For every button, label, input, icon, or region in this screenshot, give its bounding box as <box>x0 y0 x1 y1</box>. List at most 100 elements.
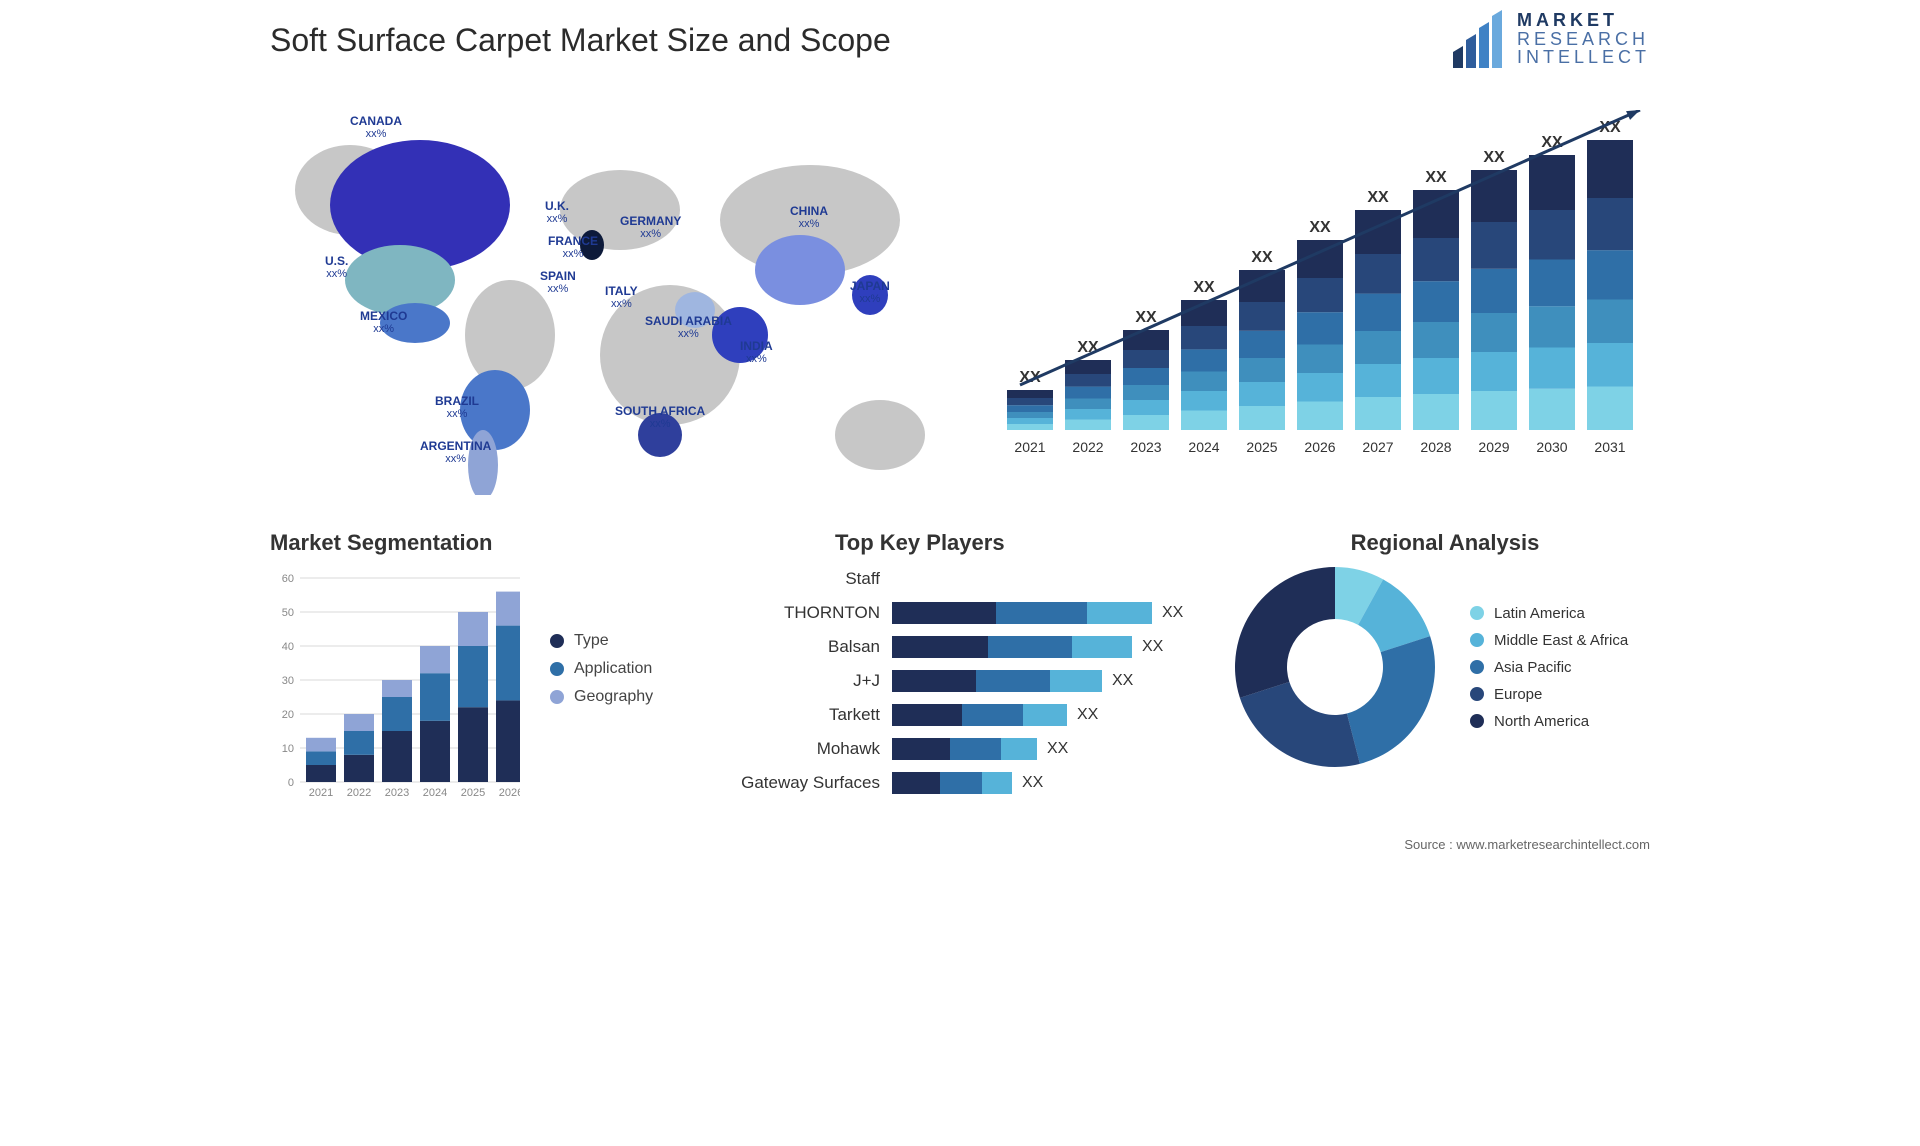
key-players-title: Top Key Players <box>835 530 1200 556</box>
segmentation-title: Market Segmentation <box>270 530 690 556</box>
map-label: INDIAxx% <box>740 340 773 365</box>
svg-text:2021: 2021 <box>1014 439 1045 455</box>
map-label: CANADAxx% <box>350 115 402 140</box>
key-player-name: J+J <box>720 671 892 691</box>
key-player-row: Mohawk XX <box>720 732 1200 766</box>
segmentation-legend: Type Application Geography <box>550 622 653 716</box>
key-player-row: Tarkett XX <box>720 698 1200 732</box>
svg-text:2023: 2023 <box>385 787 409 799</box>
key-players-panel: Top Key Players StaffTHORNTONXXBalsanXXJ… <box>720 530 1200 800</box>
key-player-name: Tarkett <box>720 705 892 725</box>
svg-text:XX: XX <box>1367 189 1389 206</box>
logo-line2: RESEARCH <box>1517 30 1650 49</box>
key-player-name: THORNTON <box>720 603 892 623</box>
svg-text:XX: XX <box>1251 249 1273 266</box>
key-player-bar <box>892 704 1067 726</box>
svg-text:2025: 2025 <box>461 787 485 799</box>
legend-item: Latin America <box>1470 605 1628 622</box>
key-player-row: J+J XX <box>720 664 1200 698</box>
world-map-panel: CANADAxx% U.S.xx% MEXICOxx% BRAZILxx% ARGENT… <box>270 95 970 495</box>
infographic-page: Soft Surface Carpet Market Size and Scop… <box>240 0 1680 860</box>
legend-item: North America <box>1470 713 1628 730</box>
key-player-bar <box>892 670 1102 692</box>
svg-text:2027: 2027 <box>1362 439 1393 455</box>
map-label: U.S.xx% <box>325 255 348 280</box>
brand-logo: MARKET RESEARCH INTELLECT <box>1447 10 1650 68</box>
key-player-value: XX <box>1162 604 1183 622</box>
map-label: FRANCExx% <box>548 235 598 260</box>
svg-text:10: 10 <box>282 743 294 755</box>
map-label: JAPANxx% <box>850 280 890 305</box>
svg-text:2021: 2021 <box>309 787 333 799</box>
key-player-value: XX <box>1047 740 1068 758</box>
svg-text:2022: 2022 <box>1072 439 1103 455</box>
key-player-bar <box>892 738 1037 760</box>
map-label: U.K.xx% <box>545 200 569 225</box>
svg-text:XX: XX <box>1425 169 1447 186</box>
svg-text:2028: 2028 <box>1420 439 1451 455</box>
segmentation-chart: 0 10 20 30 40 50 60 2021 2022 2023 2024 2025 2026 <box>270 562 520 812</box>
key-player-bar <box>892 602 1152 624</box>
svg-text:2029: 2029 <box>1478 439 1509 455</box>
logo-line1: MARKET <box>1517 11 1650 30</box>
svg-text:2022: 2022 <box>347 787 371 799</box>
legend-item: Middle East & Africa <box>1470 632 1628 649</box>
map-label: SOUTH AFRICAxx% <box>615 405 705 430</box>
svg-text:2024: 2024 <box>1188 439 1219 455</box>
map-label: SPAINxx% <box>540 270 576 295</box>
key-player-value: XX <box>1077 706 1098 724</box>
legend-item: Type <box>550 632 653 650</box>
map-label: CHINAxx% <box>790 205 828 230</box>
svg-text:2031: 2031 <box>1594 439 1625 455</box>
key-player-name: Mohawk <box>720 739 892 759</box>
logo-line3: INTELLECT <box>1517 48 1650 67</box>
svg-text:2024: 2024 <box>423 787 447 799</box>
segmentation-panel: Market Segmentation 0 10 20 30 40 50 60 2021 202… <box>270 530 690 817</box>
growth-chart: XX 2021 XX 2022 XX 2023 XX 2024 XX 2025 XX 2026 XX 20… <box>990 110 1650 480</box>
map-label: ARGENTINAxx% <box>420 440 491 465</box>
legend-item: Asia Pacific <box>1470 659 1628 676</box>
key-player-value: XX <box>1112 672 1133 690</box>
map-label: GERMANYxx% <box>620 215 681 240</box>
growth-chart-panel: XX 2021 XX 2022 XX 2023 XX 2024 XX 2025 XX 2026 XX 20… <box>990 110 1650 480</box>
svg-text:2026: 2026 <box>499 787 520 799</box>
key-player-row: Staff <box>720 562 1200 596</box>
source-credit: Source : www.marketresearchintellect.com <box>1404 837 1650 852</box>
svg-text:60: 60 <box>282 573 294 585</box>
map-label: MEXICOxx% <box>360 310 407 335</box>
logo-text: MARKET RESEARCH INTELLECT <box>1517 11 1650 68</box>
svg-text:20: 20 <box>282 709 294 721</box>
svg-text:XX: XX <box>1483 149 1505 166</box>
svg-text:2025: 2025 <box>1246 439 1277 455</box>
map-label: SAUDI ARABIAxx% <box>645 315 732 340</box>
key-player-row: Gateway Surfaces XX <box>720 766 1200 800</box>
svg-text:2023: 2023 <box>1130 439 1161 455</box>
logo-bars-icon <box>1447 10 1507 68</box>
svg-text:2026: 2026 <box>1304 439 1335 455</box>
svg-text:0: 0 <box>288 777 294 789</box>
key-player-name: Gateway Surfaces <box>720 773 892 793</box>
svg-text:XX: XX <box>1193 279 1215 296</box>
map-label: BRAZILxx% <box>435 395 479 420</box>
svg-text:XX: XX <box>1135 309 1157 326</box>
legend-item: Application <box>550 660 653 678</box>
key-player-value: XX <box>1022 774 1043 792</box>
svg-text:40: 40 <box>282 641 294 653</box>
legend-item: Geography <box>550 688 653 706</box>
key-player-bar <box>892 636 1132 658</box>
key-player-row: THORNTON XX <box>720 596 1200 630</box>
svg-text:2030: 2030 <box>1536 439 1567 455</box>
page-title: Soft Surface Carpet Market Size and Scop… <box>270 22 891 59</box>
key-player-name: Balsan <box>720 637 892 657</box>
key-player-name: Staff <box>720 569 892 589</box>
svg-text:30: 30 <box>282 675 294 687</box>
key-player-row: Balsan XX <box>720 630 1200 664</box>
svg-text:XX: XX <box>1309 219 1331 236</box>
key-player-value: XX <box>1142 638 1163 656</box>
regional-legend: Latin America Middle East & Africa Asia Pa… <box>1470 595 1628 740</box>
regional-donut <box>1230 562 1440 772</box>
legend-item: Europe <box>1470 686 1628 703</box>
svg-text:50: 50 <box>282 607 294 619</box>
key-player-bar <box>892 772 1012 794</box>
map-label: ITALYxx% <box>605 285 638 310</box>
